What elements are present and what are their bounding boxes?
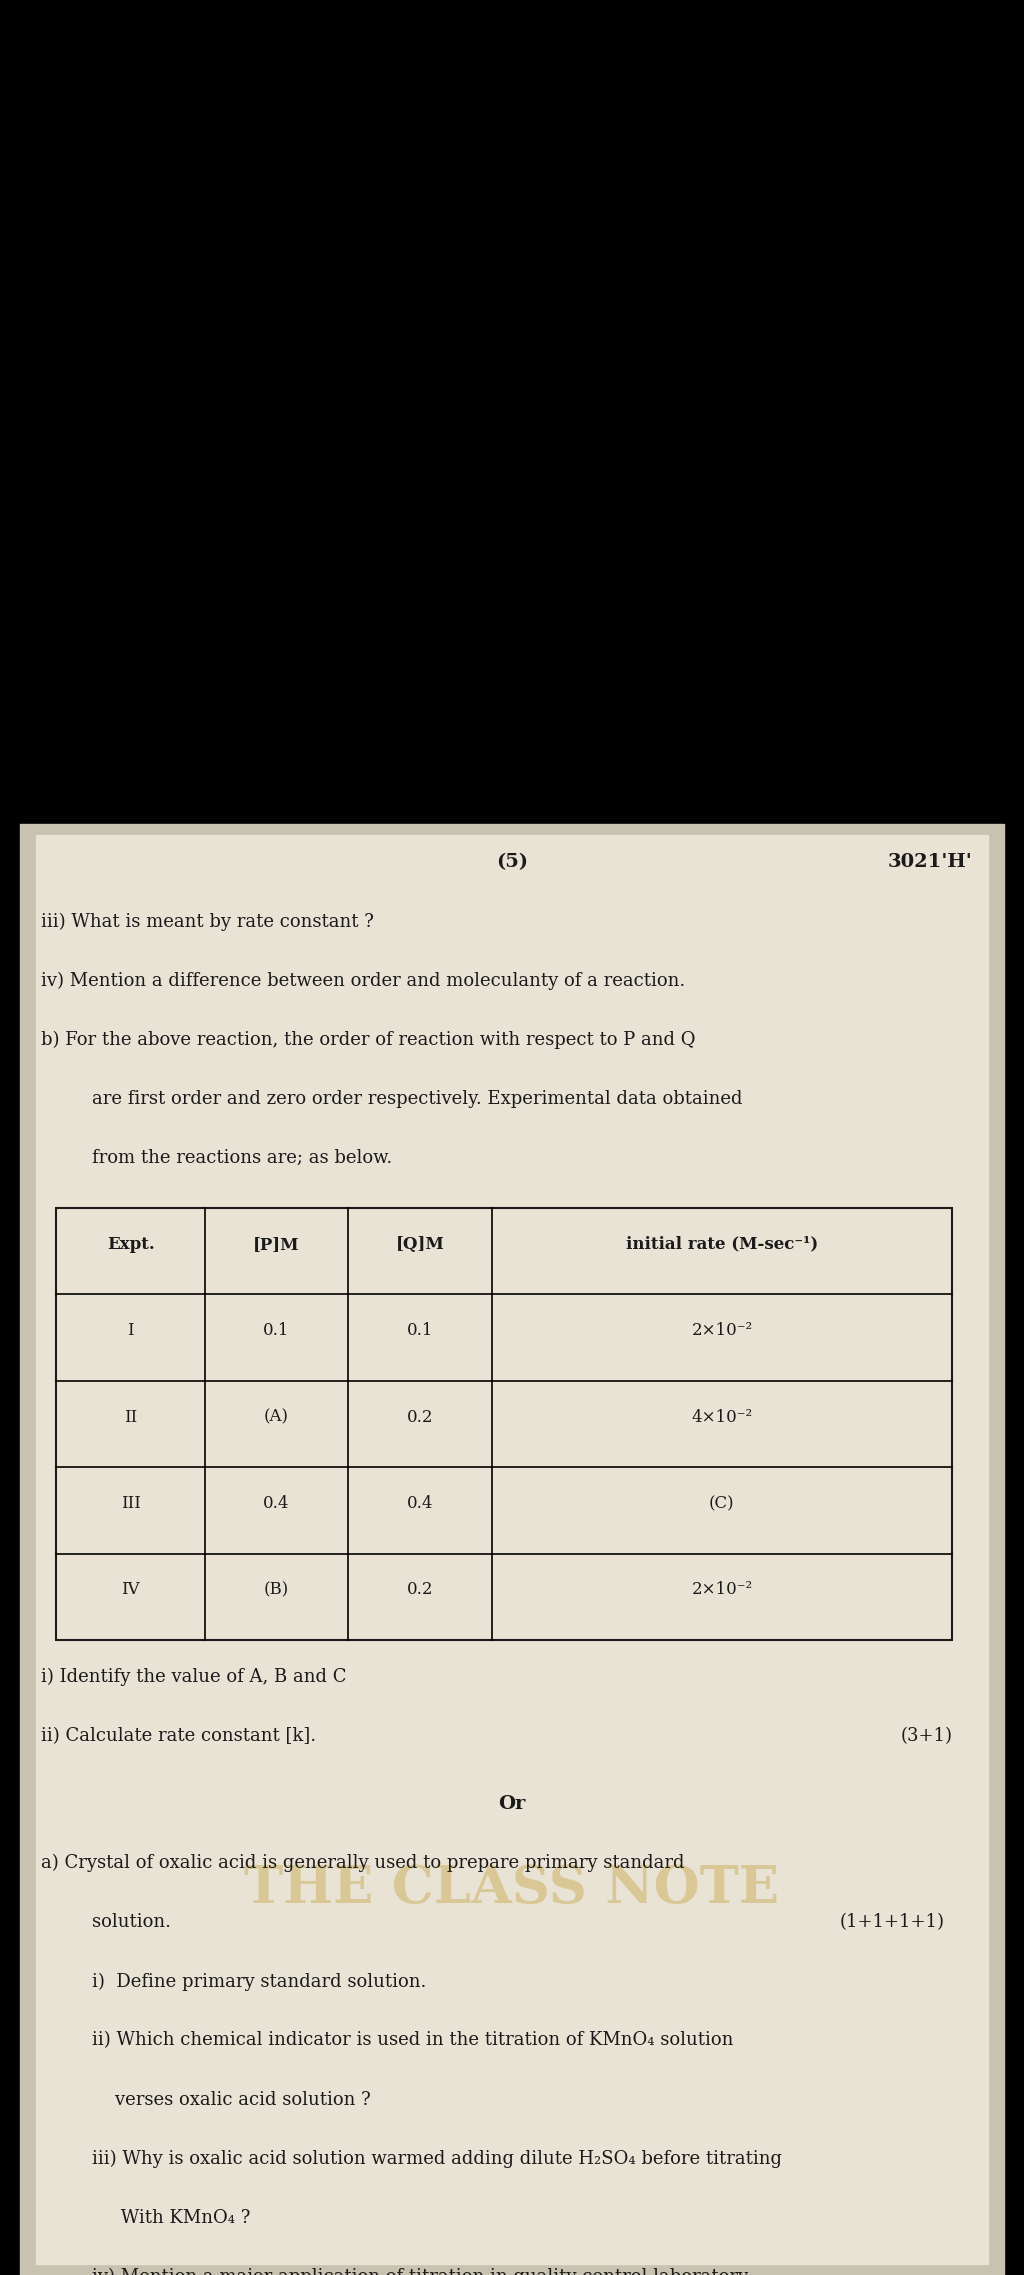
Text: (C): (C) — [709, 1495, 735, 1513]
Text: 0.2: 0.2 — [407, 1581, 433, 1599]
Text: (5): (5) — [496, 853, 528, 871]
Text: are first order and zero order respectively. Experimental data obtained: are first order and zero order respectiv… — [92, 1090, 742, 1108]
Text: 0.1: 0.1 — [407, 1322, 433, 1340]
Text: 3021'H': 3021'H' — [888, 853, 973, 871]
Text: Expt.: Expt. — [106, 1235, 155, 1254]
Text: iv) Mention a major application of titration in quality control laboratory.: iv) Mention a major application of titra… — [92, 2268, 752, 2275]
Text: I: I — [127, 1322, 134, 1340]
Text: iv) Mention a difference between order and moleculanty of a reaction.: iv) Mention a difference between order a… — [41, 971, 685, 990]
Text: (B): (B) — [264, 1581, 289, 1599]
Text: 4×10⁻²: 4×10⁻² — [691, 1408, 753, 1426]
Text: iii) Why is oxalic acid solution warmed adding dilute H₂SO₄ before titrating: iii) Why is oxalic acid solution warmed … — [92, 2150, 782, 2168]
Text: 0.4: 0.4 — [263, 1495, 290, 1513]
Text: iii) What is meant by rate constant ?: iii) What is meant by rate constant ? — [41, 912, 374, 930]
Text: (A): (A) — [264, 1408, 289, 1426]
Text: (3+1): (3+1) — [901, 1727, 953, 1745]
Text: ii) Which chemical indicator is used in the titration of KMnO₄ solution: ii) Which chemical indicator is used in … — [92, 2032, 733, 2050]
Text: II: II — [124, 1408, 137, 1426]
Text: ii) Calculate rate constant [k].: ii) Calculate rate constant [k]. — [41, 1727, 316, 1745]
Text: [P]M: [P]M — [253, 1235, 300, 1254]
Text: i)  Define primary standard solution.: i) Define primary standard solution. — [92, 1972, 427, 1991]
Text: b) For the above reaction, the order of reaction with respect to P and Q: b) For the above reaction, the order of … — [41, 1031, 695, 1049]
Text: a) Crystal of oxalic acid is generally used to prepare primary standard: a) Crystal of oxalic acid is generally u… — [41, 1854, 684, 1872]
Bar — [0, 0, 1024, 864]
Text: 0.1: 0.1 — [263, 1322, 290, 1340]
Text: 2×10⁻²: 2×10⁻² — [691, 1581, 753, 1599]
Bar — [36, 835, 988, 2264]
Text: verses oxalic acid solution ?: verses oxalic acid solution ? — [92, 2091, 371, 2109]
Text: [Q]M: [Q]M — [395, 1235, 444, 1254]
Text: 2×10⁻²: 2×10⁻² — [691, 1322, 753, 1340]
Bar — [20, 824, 1004, 2275]
Text: With KMnO₄ ?: With KMnO₄ ? — [92, 2209, 251, 2227]
Text: i) Identify the value of A, B and C: i) Identify the value of A, B and C — [41, 1668, 346, 1686]
Text: III: III — [121, 1495, 140, 1513]
Text: from the reactions are; as below.: from the reactions are; as below. — [92, 1149, 392, 1167]
Text: THE CLASS NOTE: THE CLASS NOTE — [245, 1863, 779, 1913]
Bar — [56, 1208, 952, 1640]
Text: 0.4: 0.4 — [407, 1495, 433, 1513]
Text: Or: Or — [499, 1795, 525, 1813]
Text: (1+1+1+1): (1+1+1+1) — [840, 1913, 945, 1931]
Text: initial rate (M-sec⁻¹): initial rate (M-sec⁻¹) — [626, 1235, 818, 1254]
Text: solution.: solution. — [92, 1913, 171, 1931]
Text: 0.2: 0.2 — [407, 1408, 433, 1426]
Text: IV: IV — [121, 1581, 140, 1599]
